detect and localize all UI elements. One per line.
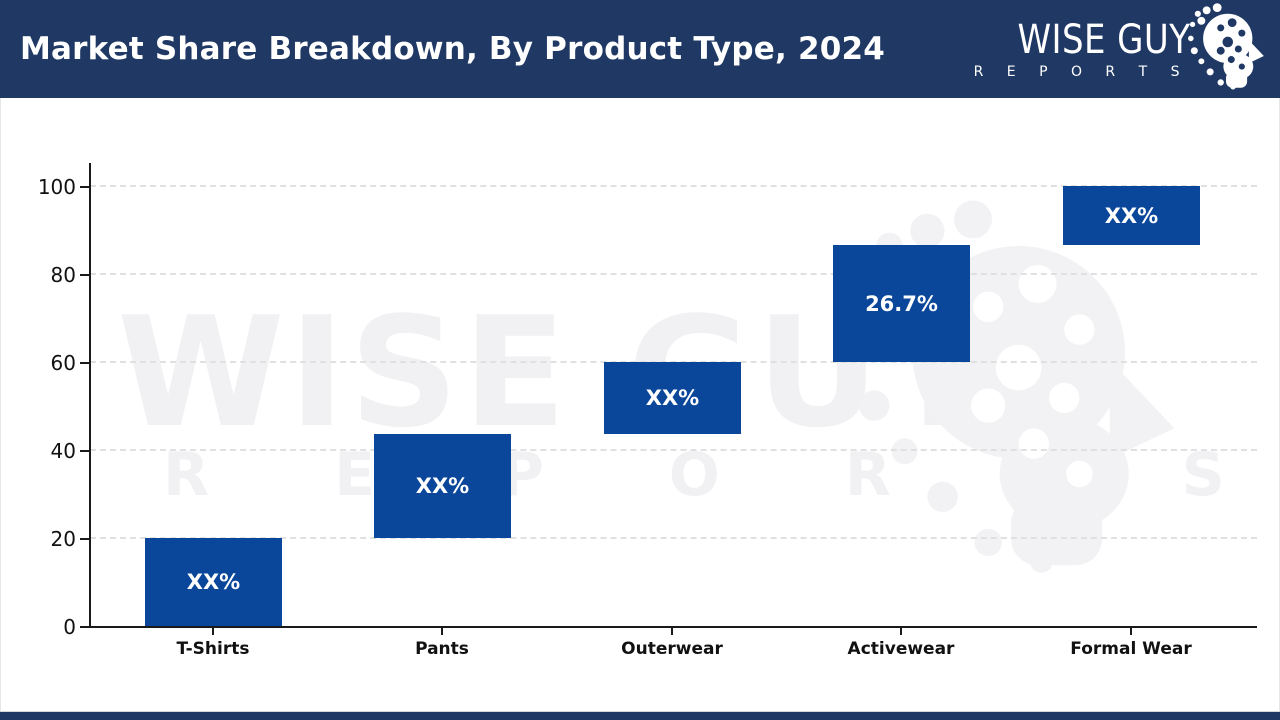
category-label: T-Shirts bbox=[176, 639, 250, 659]
y-tick-mark bbox=[80, 626, 89, 628]
page-title: Market Share Breakdown, By Product Type,… bbox=[20, 31, 886, 67]
y-tick-label: 80 bbox=[50, 263, 76, 287]
bar-value-label: XX% bbox=[186, 570, 241, 594]
y-tick-mark bbox=[80, 186, 89, 188]
x-tick-mark bbox=[900, 628, 902, 635]
x-axis bbox=[89, 626, 1257, 628]
bar-value-label: XX% bbox=[645, 386, 700, 410]
y-tick-mark bbox=[80, 274, 89, 276]
x-tick-mark bbox=[1130, 628, 1132, 635]
x-tick-mark bbox=[671, 628, 673, 635]
category-label: Outerwear bbox=[621, 639, 723, 659]
y-tick-label: 40 bbox=[50, 439, 76, 463]
bar-value-label: 26.7% bbox=[865, 291, 938, 316]
bar-pants[interactable]: XX% bbox=[374, 434, 511, 538]
header-bar: Market Share Breakdown, By Product Type,… bbox=[0, 0, 1280, 98]
y-axis bbox=[89, 163, 91, 628]
y-tick-label: 100 bbox=[37, 175, 76, 199]
chart-plot-area: WISE GUY R E P O R T S 0 20 40 60 80 100 XX% T-… bbox=[0, 98, 1280, 712]
gridline bbox=[90, 537, 1257, 539]
gridline bbox=[90, 273, 1257, 275]
footer-accent-bar bbox=[0, 712, 1280, 720]
brand-subname: R E P O R T S bbox=[973, 63, 1189, 80]
category-label: Formal Wear bbox=[1070, 639, 1192, 659]
y-tick-label: 0 bbox=[63, 615, 76, 639]
category-label: Pants bbox=[415, 639, 469, 659]
category-label: Activewear bbox=[847, 639, 955, 659]
bar-value-label: XX% bbox=[415, 474, 470, 498]
x-tick-mark bbox=[441, 628, 443, 635]
bar-t-shirts[interactable]: XX% bbox=[145, 538, 282, 626]
bar-activewear[interactable]: 26.7% bbox=[833, 245, 970, 362]
x-tick-mark bbox=[212, 628, 214, 635]
logo-head-icon bbox=[1187, 3, 1264, 90]
bar-formal-wear[interactable]: XX% bbox=[1063, 186, 1200, 245]
y-tick-label: 20 bbox=[50, 527, 76, 551]
y-tick-mark bbox=[80, 450, 89, 452]
y-tick-label: 60 bbox=[50, 351, 76, 375]
gridline bbox=[90, 449, 1257, 451]
footer-divider bbox=[0, 711, 1280, 712]
y-tick-mark bbox=[80, 362, 89, 364]
brand-name: WISE GUY bbox=[1017, 16, 1190, 63]
gridline bbox=[90, 185, 1257, 187]
brand-logo: WISE GUY R E P O R T S bbox=[974, 3, 1270, 95]
bar-value-label: XX% bbox=[1104, 203, 1159, 228]
brand-logo-text: WISE GUY R E P O R T S bbox=[974, 20, 1190, 79]
bar-outerwear[interactable]: XX% bbox=[604, 362, 741, 434]
y-tick-mark bbox=[80, 538, 89, 540]
